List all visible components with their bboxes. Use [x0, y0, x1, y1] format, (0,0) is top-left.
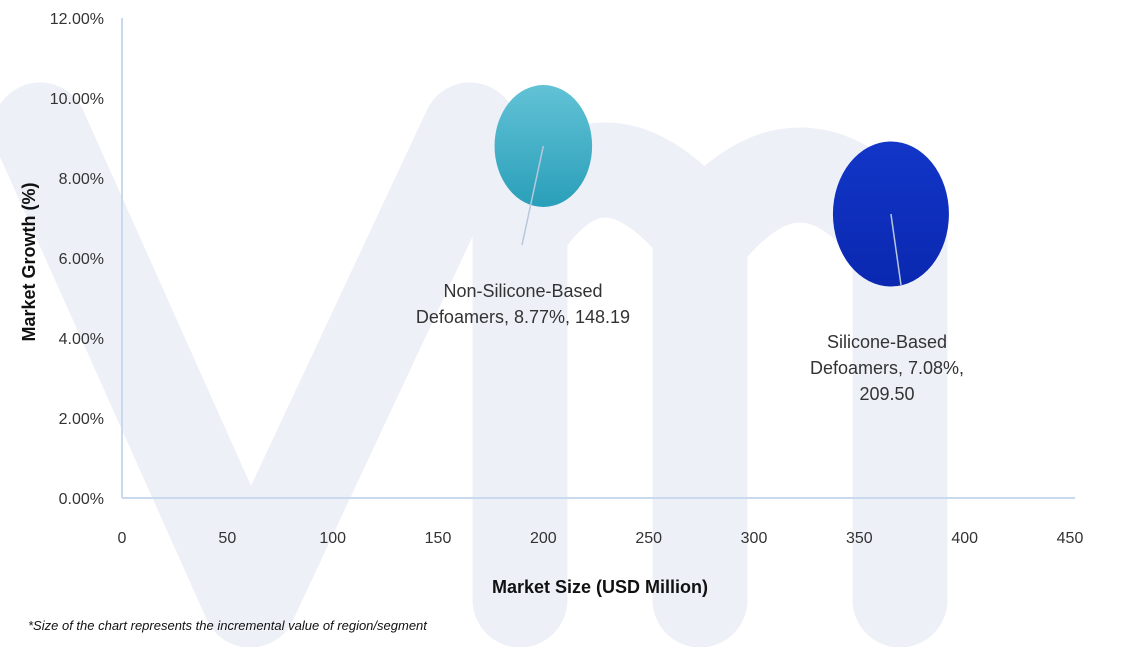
x-tick-label: 300: [741, 530, 768, 547]
watermark-logo: [0, 82, 948, 647]
y-tick-label: 6.00%: [59, 251, 104, 268]
chart-footnote: *Size of the chart represents the increm…: [28, 618, 428, 633]
x-tick-label: 100: [319, 530, 346, 547]
bubble-data-label: Non-Silicone-Based Defoamers, 8.77%, 148.…: [416, 281, 630, 327]
y-tick-label: 10.00%: [50, 91, 104, 108]
x-tick-label: 200: [530, 530, 557, 547]
y-tick-label: 8.00%: [59, 171, 104, 188]
x-tick-label: 450: [1057, 530, 1084, 547]
y-tick-label: 0.00%: [59, 491, 104, 508]
x-tick-label: 350: [846, 530, 873, 547]
y-tick-label: 12.00%: [50, 11, 104, 28]
leader-line: [521, 145, 545, 246]
y-axis-title: Market Growth (%): [19, 182, 39, 341]
x-tick-label: 150: [425, 530, 452, 547]
leader-line: [890, 213, 902, 286]
x-tick-label: 400: [951, 530, 978, 547]
x-axis-title: Market Size (USD Million): [492, 577, 708, 597]
x-tick-label: 50: [218, 530, 236, 547]
x-tick-label: 250: [635, 530, 662, 547]
bubble-data-label: Silicone-Based Defoamers, 7.08%, 209.50: [810, 332, 964, 404]
x-tick-label: 0: [118, 530, 127, 547]
y-tick-label: 4.00%: [59, 331, 104, 348]
y-tick-label: 2.00%: [59, 411, 104, 428]
